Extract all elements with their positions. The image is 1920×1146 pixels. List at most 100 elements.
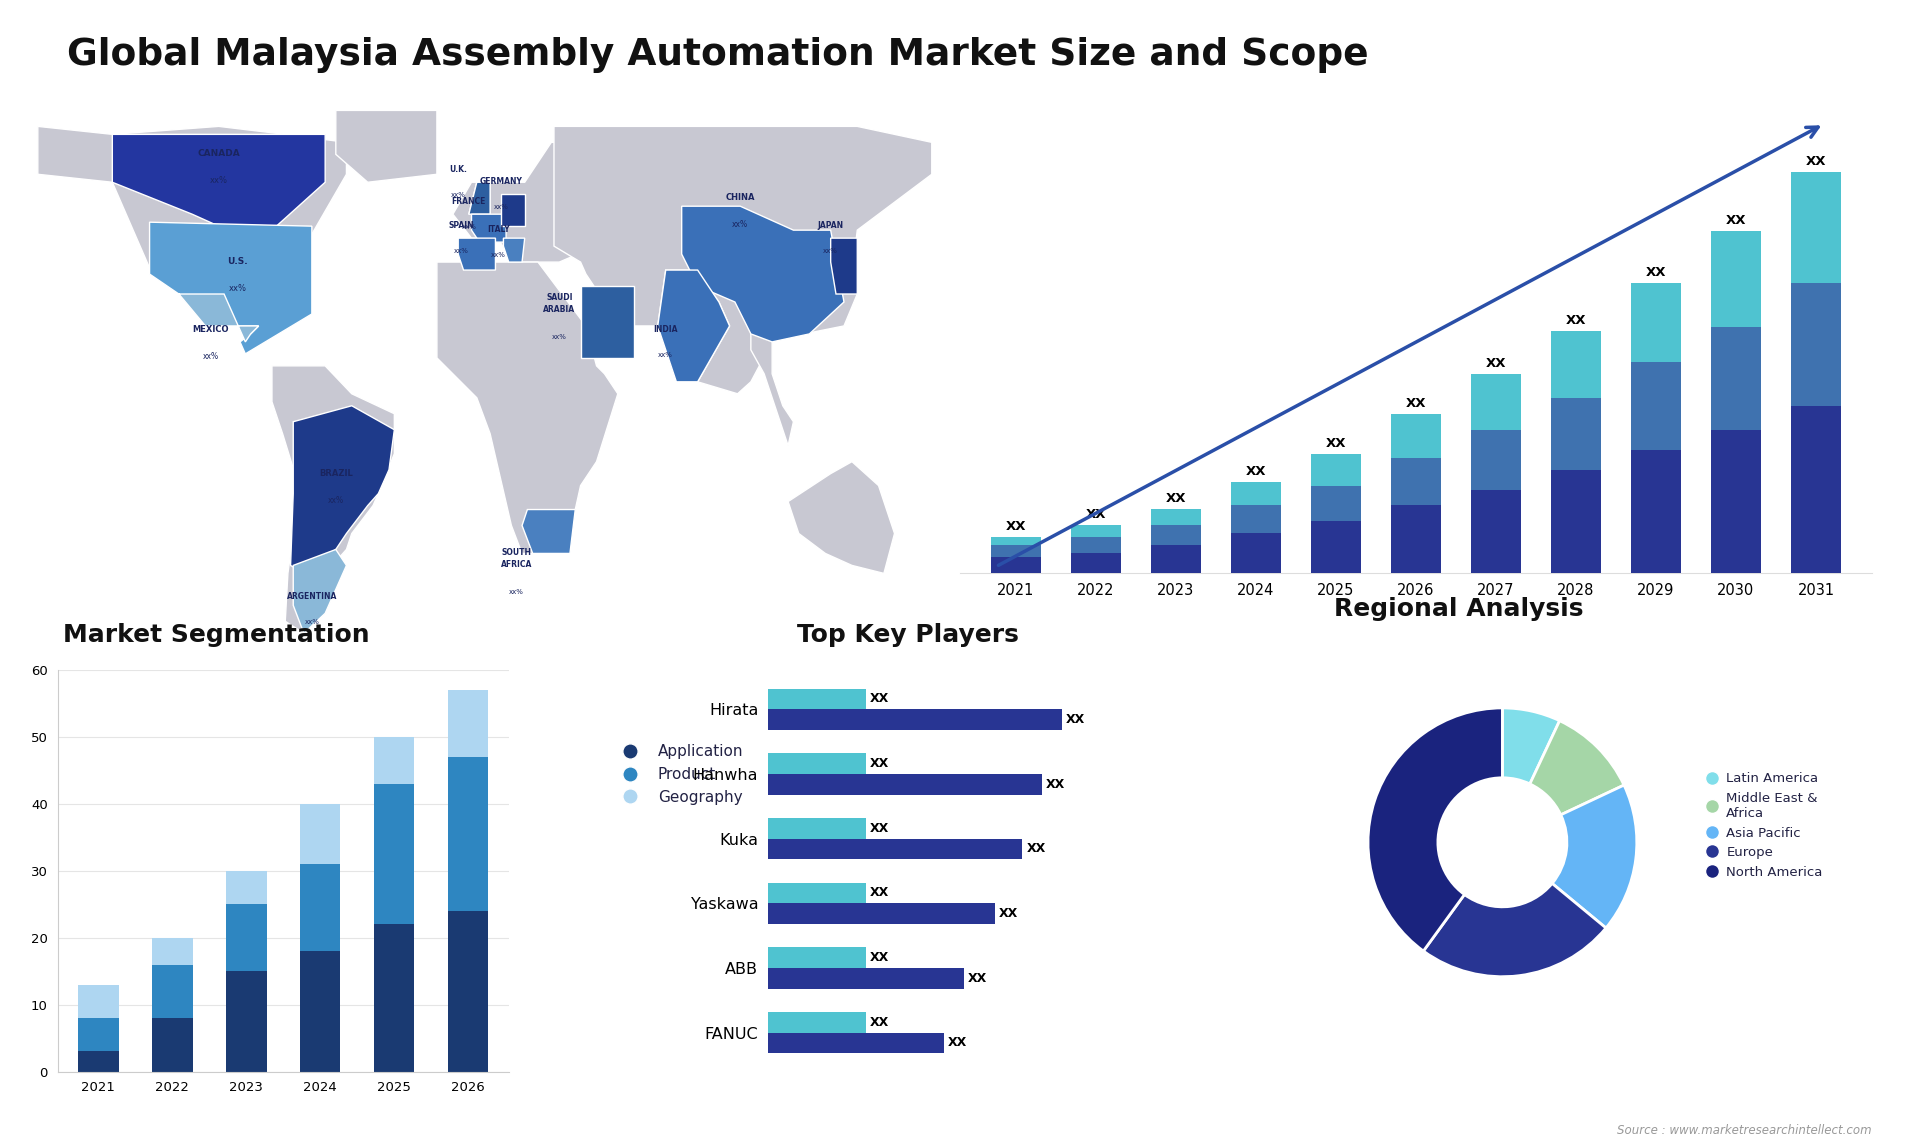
Bar <box>1711 231 1761 327</box>
Text: Regional Analysis: Regional Analysis <box>1334 597 1584 621</box>
Bar <box>227 871 267 904</box>
Polygon shape <box>453 142 586 262</box>
Legend: Application, Product, Geography: Application, Product, Geography <box>609 738 749 810</box>
Bar <box>79 1018 119 1052</box>
Bar <box>1071 554 1121 573</box>
Text: XX: XX <box>870 692 889 706</box>
Text: XX: XX <box>870 822 889 834</box>
Bar <box>1311 521 1361 573</box>
Polygon shape <box>468 182 490 214</box>
Bar <box>152 1018 192 1072</box>
Bar <box>1791 283 1841 406</box>
Bar <box>1711 430 1761 573</box>
Bar <box>1551 330 1601 398</box>
Polygon shape <box>150 222 311 354</box>
Bar <box>152 937 192 965</box>
Polygon shape <box>294 549 346 634</box>
Polygon shape <box>273 366 394 634</box>
Bar <box>1392 457 1440 505</box>
Bar <box>1071 525 1121 537</box>
Bar <box>227 972 267 1072</box>
Wedge shape <box>1423 884 1605 976</box>
Text: ARABIA: ARABIA <box>543 305 576 314</box>
Bar <box>374 784 415 925</box>
Bar <box>1311 486 1361 521</box>
Wedge shape <box>1501 708 1559 784</box>
Text: XX: XX <box>870 1015 889 1029</box>
Text: xx%: xx% <box>328 495 344 504</box>
Bar <box>1471 489 1521 573</box>
Text: XX: XX <box>1027 842 1046 855</box>
Polygon shape <box>472 214 507 242</box>
Bar <box>374 737 415 784</box>
Text: xx%: xx% <box>509 589 524 596</box>
Text: INDIA: INDIA <box>653 325 678 333</box>
Text: XX: XX <box>1486 358 1507 370</box>
Text: Source : www.marketresearchintellect.com: Source : www.marketresearchintellect.com <box>1617 1124 1872 1137</box>
Text: xx%: xx% <box>492 252 505 258</box>
Bar <box>1152 510 1200 525</box>
Text: xx%: xx% <box>732 220 749 229</box>
Bar <box>374 925 415 1072</box>
Bar <box>768 882 866 903</box>
Text: xx%: xx% <box>551 333 566 340</box>
Polygon shape <box>831 238 856 295</box>
Bar <box>447 758 488 911</box>
Text: xx%: xx% <box>461 225 476 230</box>
Text: XX: XX <box>1165 493 1187 505</box>
Bar <box>300 951 340 1072</box>
Polygon shape <box>659 270 730 382</box>
Bar <box>1231 533 1281 573</box>
Text: XX: XX <box>1246 464 1267 478</box>
Bar <box>768 839 1023 860</box>
Text: XX: XX <box>1006 520 1027 533</box>
Wedge shape <box>1530 721 1624 815</box>
Bar <box>768 948 866 968</box>
Text: MEXICO: MEXICO <box>192 325 228 333</box>
Bar <box>447 690 488 758</box>
Polygon shape <box>787 462 895 573</box>
Polygon shape <box>111 134 324 238</box>
Wedge shape <box>1369 708 1503 951</box>
Bar <box>768 709 1062 730</box>
Bar <box>447 911 488 1072</box>
Bar <box>768 689 866 709</box>
Text: SOUTH: SOUTH <box>501 549 532 557</box>
Bar <box>1471 430 1521 489</box>
Text: XX: XX <box>1405 397 1427 410</box>
Bar <box>991 557 1041 573</box>
Text: xx%: xx% <box>453 248 468 254</box>
Text: XX: XX <box>1325 437 1346 450</box>
Polygon shape <box>580 286 634 358</box>
Text: XX: XX <box>1565 314 1586 327</box>
Text: xx%: xx% <box>204 352 219 361</box>
Text: AFRICA: AFRICA <box>501 560 532 570</box>
Text: Market Segmentation: Market Segmentation <box>63 623 371 647</box>
Text: Global Malaysia Assembly Automation Market Size and Scope: Global Malaysia Assembly Automation Mark… <box>67 37 1369 72</box>
Wedge shape <box>1551 785 1636 928</box>
Bar <box>768 903 995 924</box>
Bar <box>768 1033 945 1053</box>
Polygon shape <box>336 110 438 182</box>
Bar <box>1791 406 1841 573</box>
Text: GERMANY: GERMANY <box>480 178 522 187</box>
Bar <box>1392 505 1440 573</box>
Bar <box>991 545 1041 557</box>
Text: ARGENTINA: ARGENTINA <box>286 592 338 602</box>
Bar <box>1071 537 1121 554</box>
Text: SAUDI: SAUDI <box>545 293 572 303</box>
Bar <box>227 904 267 972</box>
Text: CANADA: CANADA <box>198 149 240 158</box>
Text: XX: XX <box>998 908 1018 920</box>
Legend: Latin America, Middle East &
Africa, Asia Pacific, Europe, North America: Latin America, Middle East & Africa, Asi… <box>1703 767 1828 884</box>
Bar <box>1231 505 1281 533</box>
Bar <box>768 1012 866 1033</box>
Bar <box>79 984 119 1018</box>
Text: XX: XX <box>870 951 889 964</box>
Bar <box>768 968 964 989</box>
Polygon shape <box>290 406 394 573</box>
Bar <box>1231 481 1281 505</box>
Text: BRAZIL: BRAZIL <box>319 469 353 478</box>
Bar <box>1311 454 1361 486</box>
Bar <box>1392 414 1440 457</box>
